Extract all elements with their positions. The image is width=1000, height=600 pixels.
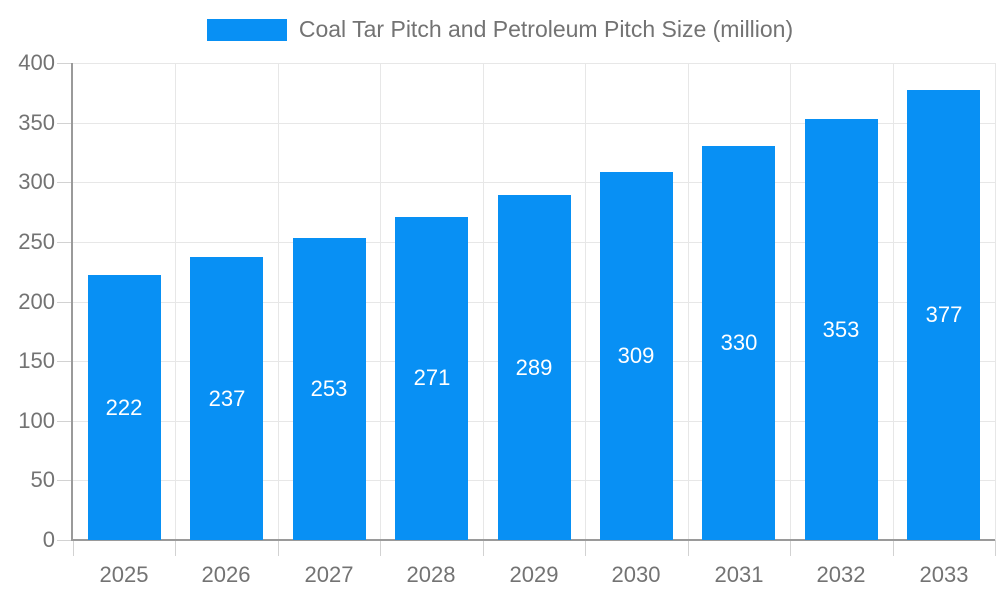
y-axis-tick <box>57 540 73 541</box>
bar-2031[interactable] <box>702 146 775 540</box>
legend-label: Coal Tar Pitch and Petroleum Pitch Size … <box>298 16 794 42</box>
bar-value-label: 289 <box>515 355 553 380</box>
gridline-vertical <box>380 63 381 540</box>
gridline-vertical <box>790 63 791 540</box>
bar-2030[interactable] <box>600 172 673 540</box>
y-axis-line <box>71 63 73 540</box>
bar-2027[interactable] <box>293 238 366 540</box>
y-axis-label: 250 <box>18 229 55 254</box>
x-axis-tick <box>483 540 484 556</box>
x-axis-label: 2028 <box>406 562 456 587</box>
x-axis-line <box>71 539 995 541</box>
bar-2029[interactable] <box>498 195 571 540</box>
x-axis-tick <box>380 540 381 556</box>
y-axis-label: 200 <box>18 289 55 314</box>
x-axis-tick <box>278 540 279 556</box>
gridline-vertical <box>483 63 484 540</box>
x-axis-label: 2026 <box>201 562 251 587</box>
x-axis-label: 2030 <box>611 562 661 587</box>
y-axis-tick <box>57 182 73 183</box>
y-axis-label: 350 <box>18 110 55 135</box>
bar-value-label: 253 <box>310 376 348 401</box>
y-axis-tick <box>57 63 73 64</box>
x-axis-tick <box>175 540 176 556</box>
y-axis-label: 0 <box>42 527 55 552</box>
bar-value-label: 377 <box>925 302 963 327</box>
y-axis-label: 50 <box>30 467 55 492</box>
bar-value-label: 309 <box>617 343 655 368</box>
y-axis-label: 400 <box>18 50 55 75</box>
x-axis-label: 2033 <box>919 562 969 587</box>
gridline-horizontal <box>73 123 995 124</box>
legend[interactable]: Coal Tar Pitch and Petroleum Pitch Size … <box>0 16 1000 43</box>
bar-2025[interactable] <box>88 275 161 540</box>
x-axis-tick <box>73 540 74 556</box>
x-axis-label: 2031 <box>714 562 764 587</box>
bar-2026[interactable] <box>190 257 263 540</box>
y-axis-tick <box>57 361 73 362</box>
legend-swatch[interactable] <box>206 18 287 41</box>
gridline-horizontal <box>73 63 995 64</box>
x-axis-tick <box>790 540 791 556</box>
y-axis-tick <box>57 421 73 422</box>
gridline-horizontal <box>73 182 995 183</box>
bar-2033[interactable] <box>907 90 980 540</box>
x-axis-label: 2027 <box>304 562 354 587</box>
x-axis-tick <box>893 540 894 556</box>
y-axis-label: 100 <box>18 408 55 433</box>
x-axis-label: 2025 <box>99 562 149 587</box>
x-axis-label: 2029 <box>509 562 559 587</box>
gridline-vertical <box>995 63 996 540</box>
gridline-vertical <box>893 63 894 540</box>
y-axis-tick <box>57 123 73 124</box>
bar-value-label: 271 <box>413 365 451 390</box>
y-axis-tick <box>57 242 73 243</box>
bar-2032[interactable] <box>805 119 878 540</box>
bar-value-label: 237 <box>208 386 246 411</box>
x-axis-tick <box>585 540 586 556</box>
bar-value-label: 353 <box>822 317 860 342</box>
bar-2028[interactable] <box>395 217 468 540</box>
y-axis-tick <box>57 480 73 481</box>
y-axis-tick <box>57 302 73 303</box>
gridline-vertical <box>278 63 279 540</box>
gridline-vertical <box>175 63 176 540</box>
bar-value-label: 330 <box>720 330 758 355</box>
x-axis-tick <box>688 540 689 556</box>
gridline-vertical <box>688 63 689 540</box>
y-axis-label: 150 <box>18 348 55 373</box>
x-axis-label: 2032 <box>816 562 866 587</box>
y-axis-label: 300 <box>18 169 55 194</box>
gridline-vertical <box>585 63 586 540</box>
bar-value-label: 222 <box>105 395 143 420</box>
x-axis-tick <box>995 540 996 556</box>
